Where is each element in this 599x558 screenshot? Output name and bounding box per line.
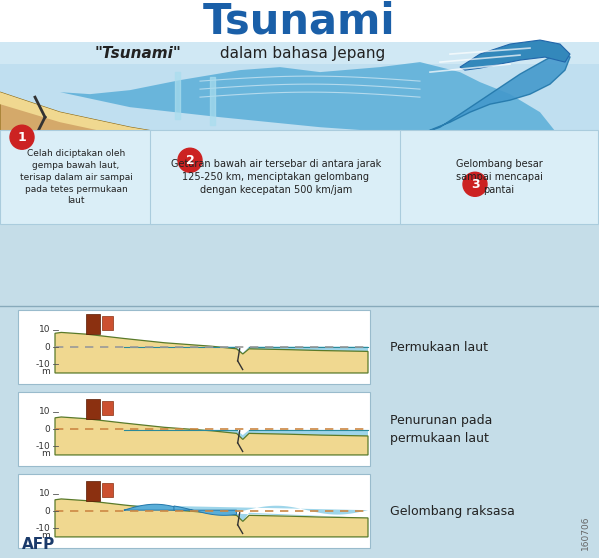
FancyBboxPatch shape [102,483,113,497]
Polygon shape [124,423,368,455]
Polygon shape [55,499,368,537]
Text: 0: 0 [44,425,50,434]
Text: dalam bahasa Jepang: dalam bahasa Jepang [215,46,385,61]
FancyBboxPatch shape [18,310,370,384]
FancyBboxPatch shape [102,401,113,415]
FancyBboxPatch shape [0,42,599,64]
Polygon shape [60,62,560,140]
Text: 0: 0 [44,507,50,516]
Polygon shape [124,504,186,510]
Polygon shape [420,52,570,134]
Text: -10: -10 [35,360,50,369]
FancyBboxPatch shape [86,480,100,501]
Polygon shape [0,92,599,222]
Polygon shape [124,505,368,521]
FancyBboxPatch shape [86,399,100,418]
Text: 0: 0 [44,343,50,352]
Polygon shape [0,92,599,198]
Polygon shape [174,506,237,516]
Polygon shape [55,333,368,373]
Text: -10: -10 [35,524,50,533]
Text: m: m [41,531,50,540]
Text: Permukaan laut: Permukaan laut [390,340,488,354]
FancyBboxPatch shape [0,42,599,222]
FancyBboxPatch shape [18,392,370,466]
Polygon shape [460,40,570,70]
Text: -10: -10 [35,442,50,451]
FancyBboxPatch shape [400,130,598,224]
Text: Celah diciptakan oleh
gempa bawah laut,
terisap dalam air sampai
pada tetes perm: Celah diciptakan oleh gempa bawah laut, … [20,149,132,205]
Circle shape [463,172,487,196]
Text: 2: 2 [186,154,194,167]
Text: 3: 3 [471,178,479,191]
Text: Getaran bawah air tersebar di antara jarak
125-250 km, menciptakan gelombang
den: Getaran bawah air tersebar di antara jar… [171,159,381,195]
Text: "Tsunami": "Tsunami" [95,46,182,61]
Polygon shape [55,417,368,455]
Text: 10: 10 [38,489,50,498]
Text: Gelombang raksasa: Gelombang raksasa [390,504,515,517]
FancyBboxPatch shape [18,474,370,548]
FancyBboxPatch shape [0,130,152,224]
Text: AFP: AFP [22,537,55,552]
Polygon shape [124,339,368,373]
Text: 160706: 160706 [581,516,590,550]
Text: Gelombang besar
sampai mencapai
pantai: Gelombang besar sampai mencapai pantai [456,159,543,195]
FancyBboxPatch shape [86,314,100,334]
FancyBboxPatch shape [102,316,113,330]
Text: Tsunami: Tsunami [202,0,395,42]
Text: Penurunan pada
permukaan laut: Penurunan pada permukaan laut [390,413,492,445]
Circle shape [10,125,34,149]
FancyBboxPatch shape [0,0,599,42]
Text: 10: 10 [38,325,50,334]
Circle shape [178,148,202,172]
Text: m: m [41,367,50,376]
Text: m: m [41,449,50,458]
Text: 1: 1 [17,131,26,144]
Text: 10: 10 [38,407,50,416]
Polygon shape [530,142,599,182]
FancyBboxPatch shape [150,130,402,224]
